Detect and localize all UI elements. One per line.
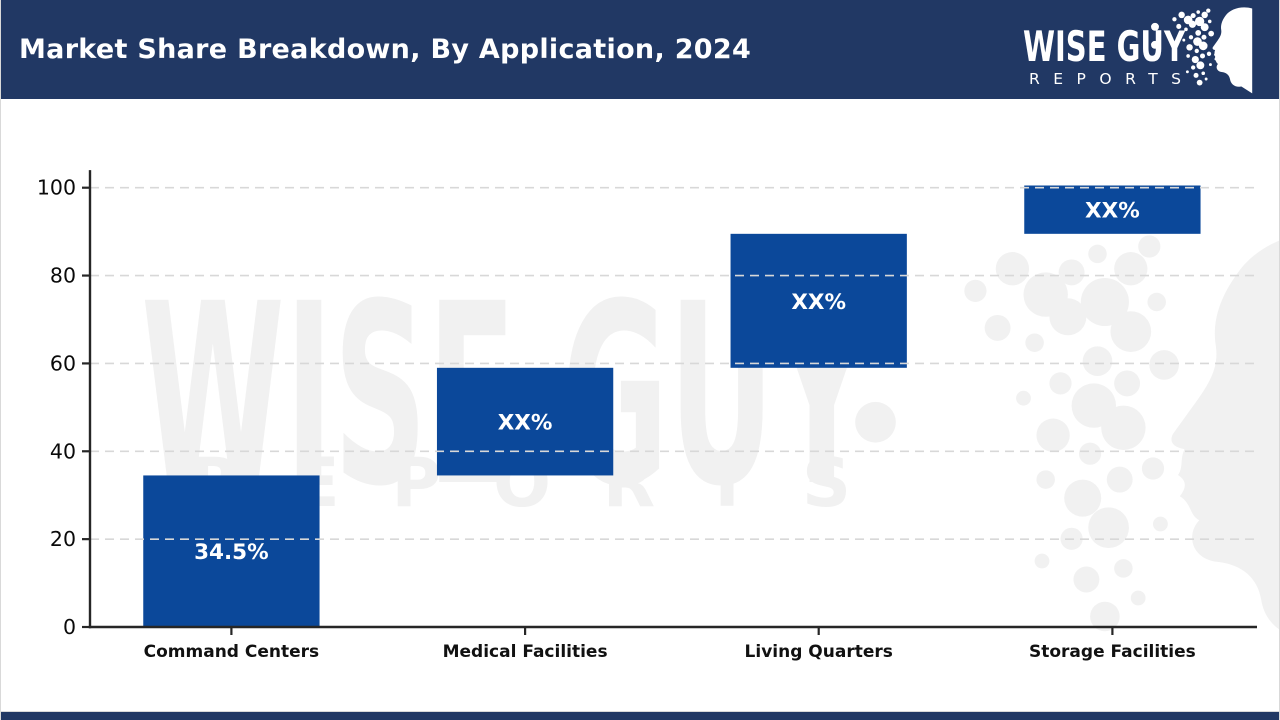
- face-dot: [855, 401, 896, 443]
- face-dot: [1206, 51, 1212, 56]
- brand-face-icon: [1151, 7, 1253, 94]
- brand-reports-label: REPORTS: [1029, 70, 1181, 88]
- face-dot: [1090, 601, 1120, 632]
- face-dot: [1200, 53, 1206, 59]
- face-dot: [1193, 72, 1199, 78]
- face-dot: [1080, 277, 1129, 327]
- face-dot: [1114, 559, 1133, 578]
- y-tick-label-20: 20: [50, 527, 76, 551]
- face-dot: [1151, 40, 1159, 49]
- face-dot: [1114, 370, 1141, 397]
- face-dot: [1201, 71, 1206, 76]
- face-dot: [1049, 298, 1087, 336]
- face-dot: [1204, 77, 1208, 81]
- face-dot: [1114, 252, 1148, 286]
- face-dot: [1201, 34, 1207, 40]
- bar-command-centers: [143, 475, 320, 627]
- x-category-label-living-quarters: Living Quarters: [745, 642, 893, 662]
- face-dot: [1049, 372, 1072, 395]
- x-category-label-storage-facilities: Storage Facilities: [1029, 642, 1196, 662]
- face-dot: [1191, 55, 1199, 64]
- face-dot: [1190, 13, 1196, 19]
- bar-label-command-centers: 34.5%: [194, 540, 269, 565]
- x-category-label-command-centers: Command Centers: [144, 642, 320, 662]
- chart-area: WISE GUYREPORTS34.5%XX%XX%XX%02040608010…: [1, 99, 1279, 712]
- face-profile-icon: [1212, 7, 1253, 94]
- face-dot: [1141, 457, 1165, 480]
- face-dot: [1209, 63, 1212, 67]
- x-category-label-medical-facilities: Medical Facilities: [443, 642, 608, 662]
- face-dot: [1191, 65, 1196, 70]
- face-dot: [1208, 30, 1215, 37]
- face-dot: [1185, 70, 1189, 74]
- face-dot: [964, 279, 987, 302]
- bar-medical-facilities: [436, 367, 614, 476]
- chart-svg: WISE GUYREPORTS34.5%XX%XX%XX%02040608010…: [37, 170, 1279, 662]
- bar-living-quarters: [730, 233, 907, 368]
- face-dot: [1195, 30, 1202, 36]
- face-dot: [1153, 516, 1168, 532]
- bar-storage-facilities: [1024, 185, 1201, 234]
- page-title: Market Share Breakdown, By Application, …: [19, 34, 752, 65]
- face-dot: [1196, 10, 1200, 14]
- face-profile-icon: [1171, 240, 1279, 630]
- face-dot: [1186, 44, 1193, 51]
- face-dot: [1130, 590, 1146, 606]
- face-dot: [1088, 244, 1107, 264]
- y-tick-label-60: 60: [50, 351, 76, 375]
- y-tick-label-80: 80: [50, 264, 76, 288]
- face-dot: [1064, 479, 1102, 517]
- y-tick-label-40: 40: [50, 439, 76, 463]
- bar-label-storage-facilities: XX%: [1085, 199, 1140, 224]
- face-dot: [1201, 11, 1208, 19]
- face-dot: [1034, 553, 1050, 569]
- face-dot: [1106, 466, 1133, 493]
- footer-bar: [1, 711, 1279, 720]
- face-dot: [1198, 41, 1208, 51]
- face-dot: [1200, 23, 1209, 32]
- face-dot: [1176, 23, 1182, 29]
- face-dot: [1036, 418, 1070, 452]
- face-dot: [1207, 19, 1212, 24]
- header: Market Share Breakdown, By Application, …: [1, 0, 1279, 99]
- bar-label-medical-facilities: XX%: [498, 411, 553, 436]
- face-dot: [1188, 35, 1194, 40]
- bars: 34.5% XX% XX% XX%: [143, 185, 1201, 627]
- face-dot: [1036, 470, 1055, 489]
- face-dot: [1016, 390, 1031, 406]
- face-dot: [1194, 16, 1205, 27]
- face-dot: [995, 252, 1030, 286]
- face-dot: [1088, 507, 1129, 549]
- face-dot: [1206, 8, 1211, 13]
- face-dot: [1082, 346, 1113, 377]
- face-dot: [1110, 311, 1152, 352]
- axes: 0 20 40 60 80 100 Command Centers Medical Facil…: [37, 170, 1257, 662]
- face-dot: [1194, 48, 1199, 54]
- bar-label-living-quarters: XX%: [791, 290, 846, 315]
- face-dot: [1196, 79, 1203, 86]
- face-dot: [1184, 27, 1188, 32]
- face-dot: [1178, 11, 1185, 19]
- face-dot: [1147, 292, 1166, 312]
- y-tick-label-0: 0: [63, 615, 76, 639]
- brand-wordmark: WISE GUY: [1023, 22, 1185, 71]
- face-dot: [984, 314, 1011, 341]
- face-dot: [1058, 259, 1085, 286]
- face-dot: [1196, 61, 1205, 70]
- face-dot: [1182, 38, 1186, 42]
- brand-logo: WISE GUY REPORTS: [1023, 7, 1253, 94]
- face-dot: [1188, 20, 1197, 28]
- face-dot: [1101, 405, 1146, 450]
- face-dot: [1025, 333, 1044, 352]
- face-dot: [1186, 54, 1190, 58]
- face-dot: [1079, 442, 1102, 465]
- face-dot: [1151, 22, 1159, 31]
- y-tick-label-100: 100: [37, 176, 76, 200]
- face-dot: [1172, 17, 1177, 22]
- face-dot: [1149, 350, 1179, 380]
- face-dot: [1073, 566, 1100, 593]
- face-dot: [1138, 235, 1161, 258]
